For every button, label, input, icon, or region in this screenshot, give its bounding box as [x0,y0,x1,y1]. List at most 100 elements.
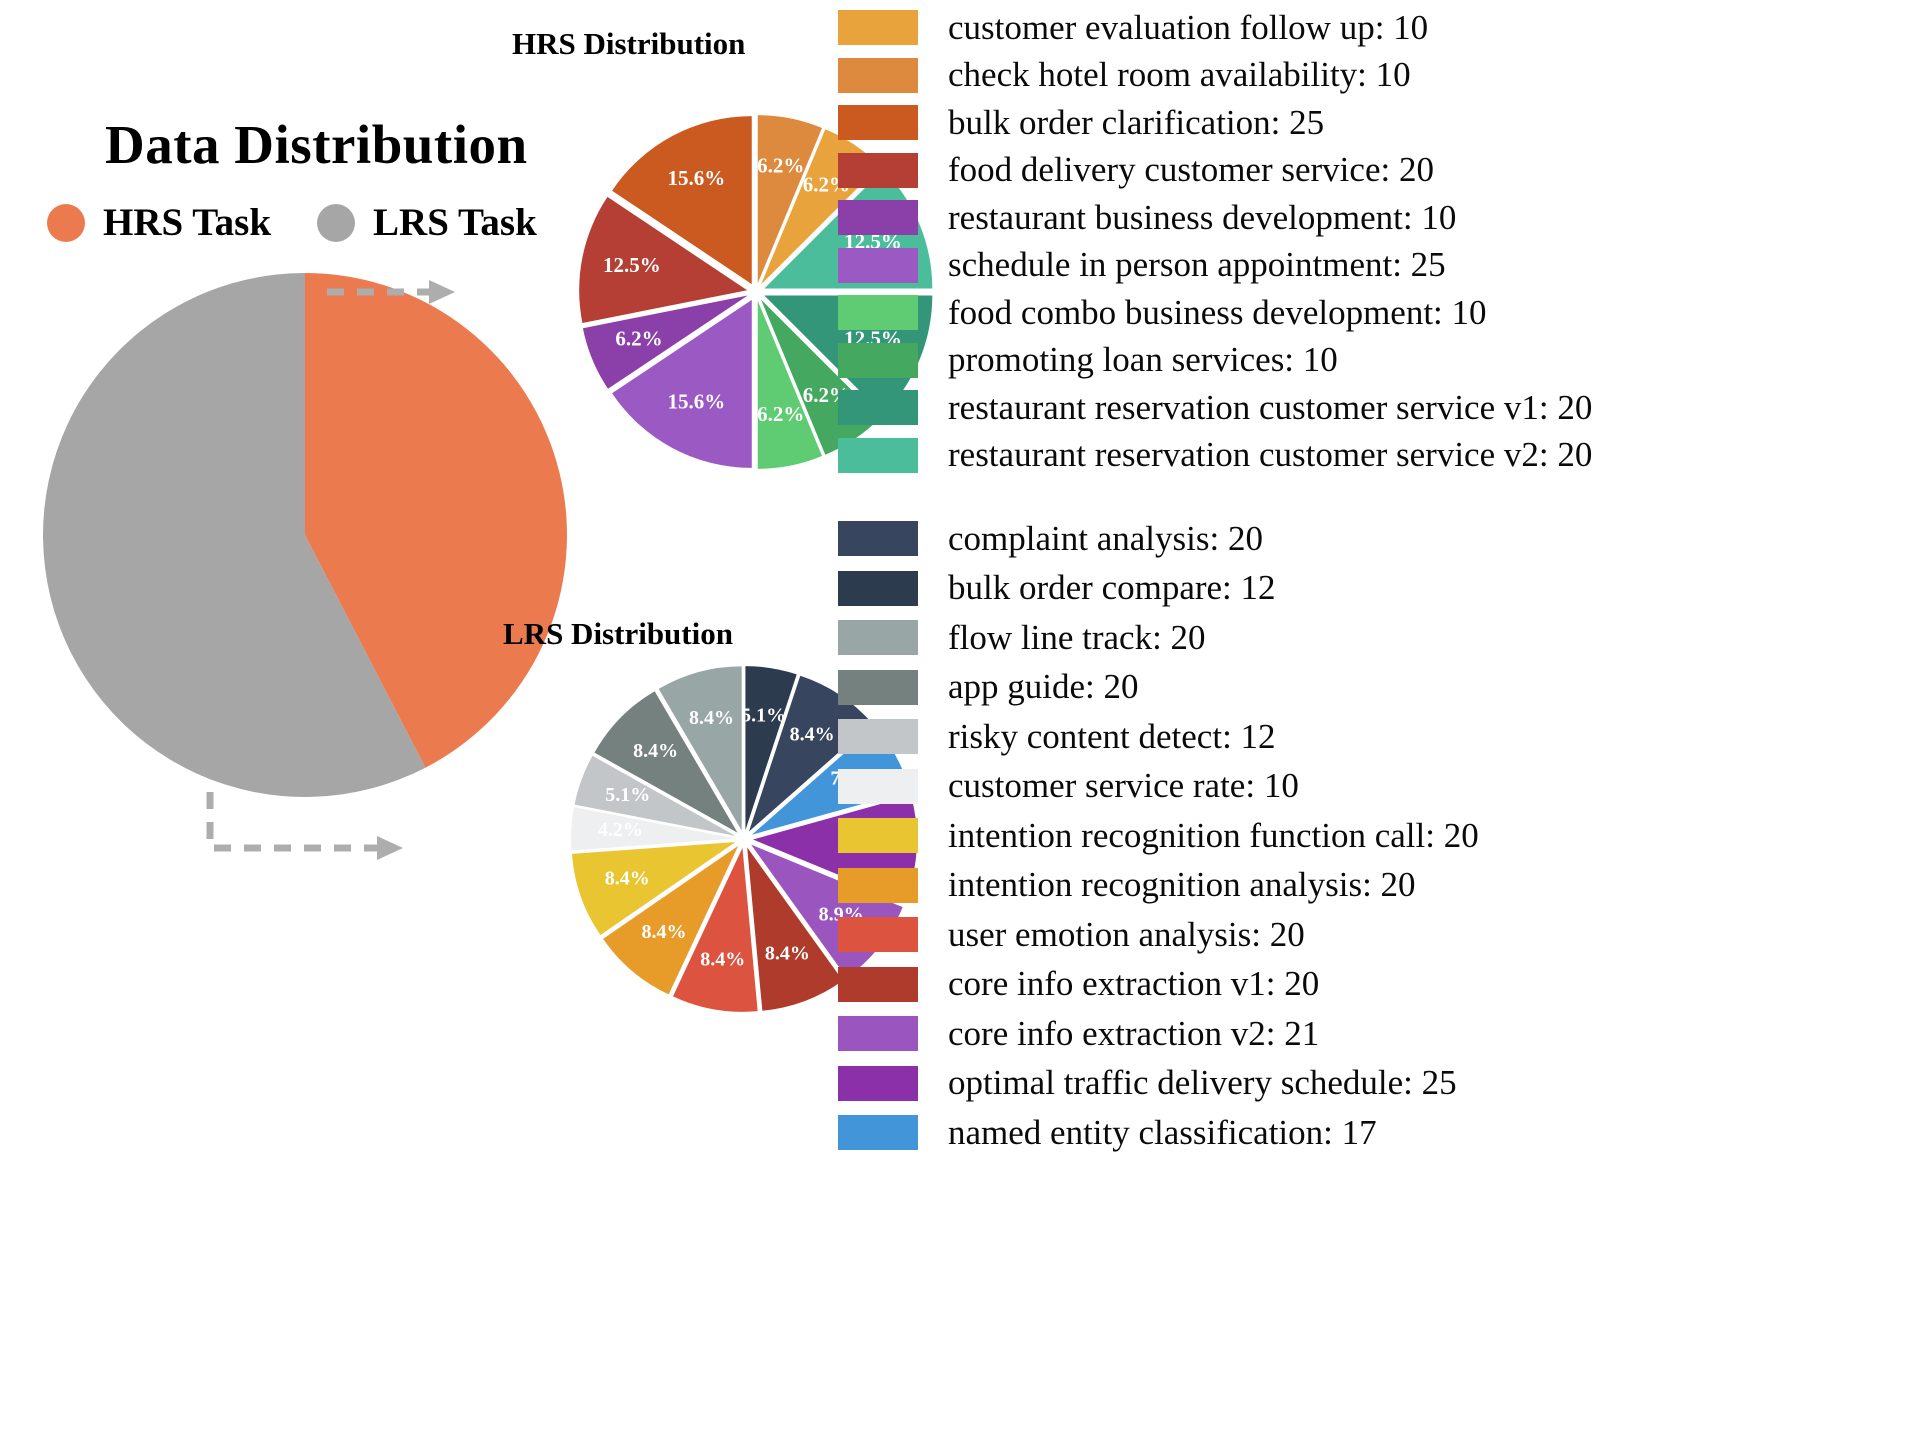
pie-slice[interactable]: 15.6% [612,116,752,285]
pie-slice-percent-label: 12.5% [603,253,661,277]
pie-slice-percent-label: 8.4% [765,943,810,965]
legend-color-swatch [838,437,918,473]
legend-item[interactable]: user emotion analysis: 20 [838,910,1925,960]
hrs-chart-title: HRS Distribution [512,26,746,61]
legend-item[interactable]: app guide: 20 [838,663,1925,713]
pie-slice[interactable]: 8.4% [748,675,872,832]
legend-item[interactable]: risky content detect: 12 [838,712,1925,762]
legend-item[interactable]: complaint analysis: 20 [838,514,1925,564]
legend-item[interactable]: core info extraction v1: 20 [838,960,1925,1010]
legend-item[interactable]: customer evaluation follow up: 10 [838,4,1925,52]
legend-color-swatch [838,669,918,705]
pie-slice[interactable] [305,273,567,768]
pie-slice-percent-label: 8.4% [700,949,745,971]
legend-item[interactable]: named entity classification: 17 [838,1108,1925,1158]
arrow-to-hrs-pie [327,280,455,304]
legend-item[interactable]: intention recognition analysis: 20 [838,861,1925,911]
legend-color-swatch [838,570,918,606]
pie-slice[interactable]: 5.1% [741,666,797,831]
legend-item[interactable]: customer service rate: 10 [838,762,1925,812]
legend-item[interactable]: bulk order compare: 12 [838,564,1925,614]
legend-item[interactable]: promoting loan services: 10 [838,337,1925,385]
pie-slice[interactable]: 8.4% [747,847,843,1011]
pie-slice-percent-label: 8.4% [633,740,678,762]
legend-item[interactable]: restaurant reservation customer service … [838,384,1925,432]
legend-panel: customer evaluation follow up: 10 check h… [838,0,1925,1451]
legend-item-label: restaurant reservation customer service … [948,387,1593,427]
legend-item-label: customer evaluation follow up: 10 [948,7,1429,47]
legend-item-label: core info extraction v2: 21 [948,1013,1320,1053]
legend-item-label: intention recognition analysis: 20 [948,865,1416,905]
legend-color-swatch [838,966,918,1002]
legend-item[interactable]: food delivery customer service: 20 [838,147,1925,195]
pie-slice[interactable]: 15.6% [612,299,752,468]
legend-color-swatch [838,247,918,283]
legend-item-label: food delivery customer service: 20 [948,150,1434,190]
pie-slice[interactable]: 8.4% [658,666,742,831]
legend-color-swatch [838,200,918,236]
legend-color-swatch [838,295,918,331]
lrs-legend-group: complaint analysis: 20 bulk order compare… [838,514,1925,1158]
legend-item[interactable]: flow line track: 20 [838,613,1925,663]
legend-color-swatch [838,867,918,903]
main-overview-pie [42,273,567,797]
pie-slice-percent-label: 8.4% [642,921,687,943]
legend-color-swatch [838,152,918,188]
legend-color-swatch [838,768,918,804]
pie-slice[interactable]: 8.4% [594,691,738,833]
legend-color-swatch [838,917,918,953]
legend-color-swatch [838,57,918,93]
legend-item-label: bulk order clarification: 25 [948,102,1325,142]
legend-item[interactable]: optimal traffic delivery schedule: 25 [838,1059,1925,1109]
legend-item[interactable]: check hotel room availability: 10 [838,52,1925,100]
pie-slice[interactable]: 12.5% [579,196,748,324]
legend-color-swatch [838,1016,918,1052]
pie-slice-percent-label: 6.2% [757,402,804,426]
legend-item-label: intention recognition function call: 20 [948,815,1479,855]
legend-item-label: flow line track: 20 [948,617,1206,657]
legend-color-swatch [838,342,918,378]
pie-slice[interactable]: 8.4% [603,845,739,995]
pie-slice-percent-label: 15.6% [667,389,725,413]
legend-item-label: optimal traffic delivery schedule: 25 [948,1063,1457,1103]
pie-slice[interactable] [42,273,426,797]
pie-slice[interactable]: 6.2% [757,300,823,469]
pie-slice-percent-label: 8.4% [689,707,734,729]
legend-item-label: core info extraction v1: 20 [948,964,1320,1004]
legend-item[interactable]: bulk order clarification: 25 [838,99,1925,147]
legend-item[interactable]: core info extraction v2: 21 [838,1009,1925,1059]
task-legend-item-hrs: HRS Task [47,200,271,245]
pie-slice[interactable]: 4.2% [571,807,736,851]
arrow-to-lrs-pie [206,792,403,860]
legend-item-label: restaurant business development: 10 [948,197,1457,237]
legend-color-swatch [838,620,918,656]
legend-item-label: customer service rate: 10 [948,766,1299,806]
legend-color-swatch [838,1065,918,1101]
legend-item-label: risky content detect: 12 [948,716,1276,756]
pie-slice[interactable]: 6.2% [582,295,748,389]
pie-slice-percent-label: 6.2% [757,154,804,178]
legend-item-label: app guide: 20 [948,667,1139,707]
legend-item-label: promoting loan services: 10 [948,340,1338,380]
legend-item[interactable]: intention recognition function call: 20 [838,811,1925,861]
legend-item-label: complaint analysis: 20 [948,518,1263,558]
legend-item[interactable]: schedule in person appointment: 25 [838,242,1925,290]
legend-color-swatch [838,105,918,141]
pie-slice-percent-label: 5.1% [741,704,786,726]
legend-item-label: food combo business development: 10 [948,292,1487,332]
legend-item-label: schedule in person appointment: 25 [948,245,1446,285]
legend-item[interactable]: food combo business development: 10 [838,289,1925,337]
pie-slice[interactable]: 5.1% [574,755,736,836]
pie-slice[interactable]: 8.4% [672,847,758,1012]
legend-item[interactable]: restaurant business development: 10 [838,194,1925,242]
hrs-legend-group: customer evaluation follow up: 10 check h… [838,4,1925,479]
task-legend-label-hrs: HRS Task [103,201,272,244]
pie-slice[interactable]: 6.2% [757,115,823,284]
pie-slice[interactable]: 8.4% [571,841,736,936]
pie-slice-percent-label: 8.4% [790,723,835,745]
legend-color-swatch [838,390,918,426]
hrs-distribution-pie: 6.2%6.2%12.5%12.5%6.2%6.2%15.6%6.2%12.5%… [579,115,933,469]
legend-color-swatch [838,1115,918,1151]
task-legend-item-lrs: LRS Task [317,200,537,245]
legend-item[interactable]: restaurant reservation customer service … [838,432,1925,480]
